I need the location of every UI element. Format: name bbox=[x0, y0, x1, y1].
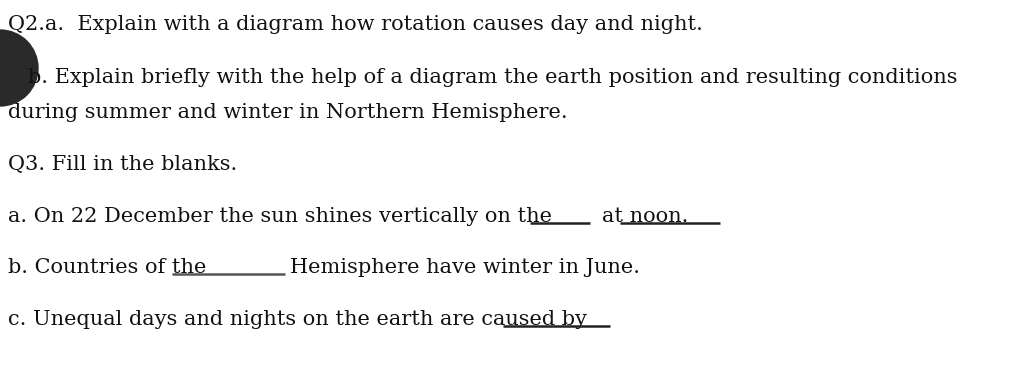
Circle shape bbox=[0, 30, 38, 106]
Text: Hemisphere have winter in June.: Hemisphere have winter in June. bbox=[290, 258, 640, 277]
Text: during summer and winter in Northern Hemisphere.: during summer and winter in Northern Hem… bbox=[8, 103, 567, 122]
Text: at noon.: at noon. bbox=[602, 207, 688, 226]
Text: Q2.a.  Explain with a diagram how rotation causes day and night.: Q2.a. Explain with a diagram how rotatio… bbox=[8, 15, 702, 34]
Text: b. Explain briefly with the help of a diagram the earth position and resulting c: b. Explain briefly with the help of a di… bbox=[28, 68, 957, 87]
Text: a. On 22 December the sun shines vertically on the: a. On 22 December the sun shines vertica… bbox=[8, 207, 552, 226]
Text: Q3. Fill in the blanks.: Q3. Fill in the blanks. bbox=[8, 155, 238, 174]
Text: b. Countries of the: b. Countries of the bbox=[8, 258, 207, 277]
Text: c. Unequal days and nights on the earth are caused by: c. Unequal days and nights on the earth … bbox=[8, 310, 587, 329]
